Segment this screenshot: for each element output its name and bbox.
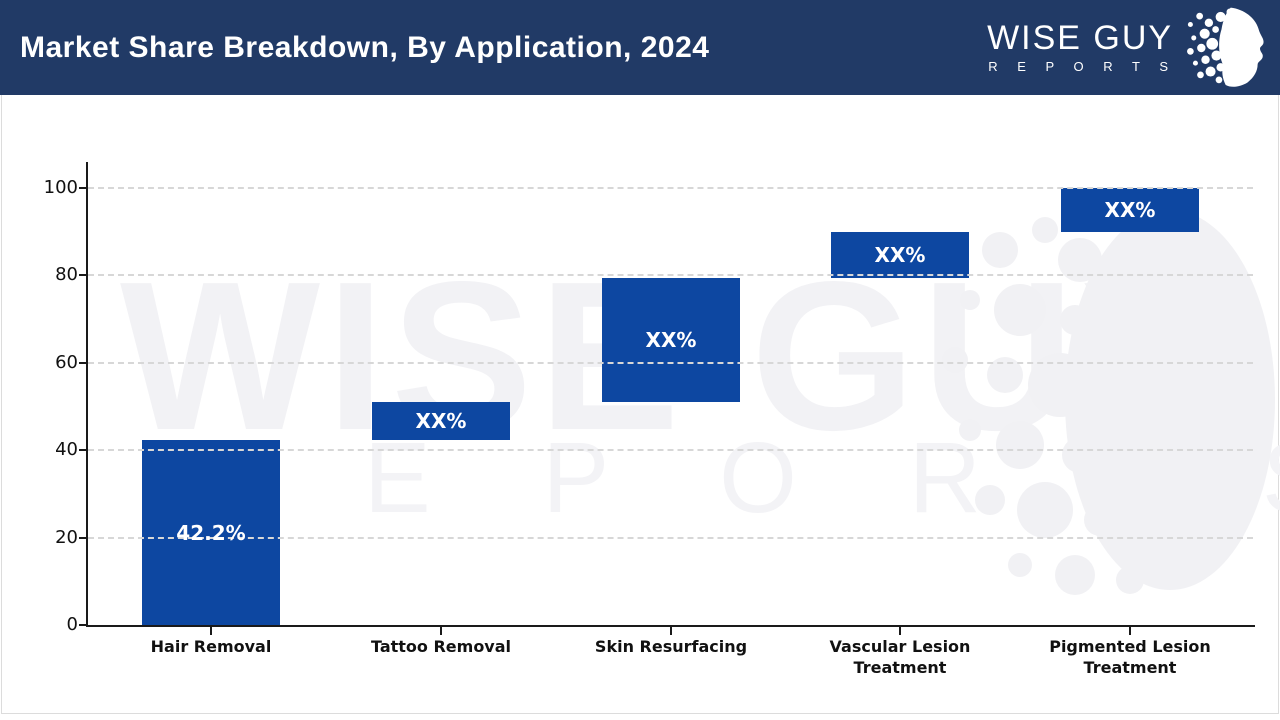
page-title: Market Share Breakdown, By Application, …	[20, 30, 710, 64]
bar	[831, 232, 969, 279]
bar-value-label: XX%	[1104, 197, 1156, 222]
category-label: Hair Removal	[150, 637, 272, 656]
y-tick-label: 20	[55, 526, 78, 548]
x-tick-mark	[440, 627, 442, 635]
gridline	[88, 274, 1253, 276]
category-label: Pigmented Lesion Treatment	[1049, 637, 1211, 677]
gridline	[88, 536, 1253, 539]
gridline	[88, 186, 1253, 189]
bar-value-label: 42.2%	[176, 520, 246, 545]
bar	[142, 440, 280, 625]
x-tick-mark	[899, 627, 901, 635]
bar	[602, 278, 740, 402]
gridline	[88, 449, 1253, 451]
x-tick-mark	[670, 627, 672, 635]
brand-logo: WISE GUY R E P O R T S	[984, 6, 1280, 90]
bar-value-label: XX%	[874, 243, 926, 268]
y-axis-line	[86, 162, 88, 627]
bar-value-label: XX%	[645, 327, 697, 352]
y-tick-mark	[79, 536, 87, 539]
category-label: Skin Resurfacing	[594, 637, 748, 656]
x-tick-mark	[1129, 627, 1131, 635]
brand-logo-text: WISE GUY R E P O R T S	[984, 21, 1176, 74]
x-axis-line	[86, 625, 1255, 627]
category-label: Tattoo Removal	[370, 637, 512, 656]
y-tick-label: 40	[55, 439, 78, 460]
x-tick-mark	[210, 627, 212, 635]
header-bar: Market Share Breakdown, By Application, …	[0, 0, 1280, 95]
gridline	[88, 361, 1253, 364]
y-tick-label: 100	[43, 176, 78, 198]
brand-wordmark: WISE GUY	[987, 19, 1174, 57]
bar-value-label: XX%	[415, 409, 467, 434]
y-tick-label: 80	[55, 264, 78, 285]
y-tick-mark	[79, 449, 87, 451]
y-tick-mark	[79, 624, 87, 626]
brand-subtext: R E P O R T S	[988, 59, 1176, 74]
y-tick-mark	[79, 186, 87, 189]
y-tick-label: 0	[66, 614, 78, 635]
y-tick-mark	[79, 274, 87, 276]
bar	[372, 401, 510, 441]
brand-face-icon	[1187, 7, 1264, 87]
category-label: Vascular Lesion Treatment	[829, 637, 971, 677]
y-tick-mark	[79, 361, 87, 364]
y-tick-label: 60	[55, 351, 78, 373]
